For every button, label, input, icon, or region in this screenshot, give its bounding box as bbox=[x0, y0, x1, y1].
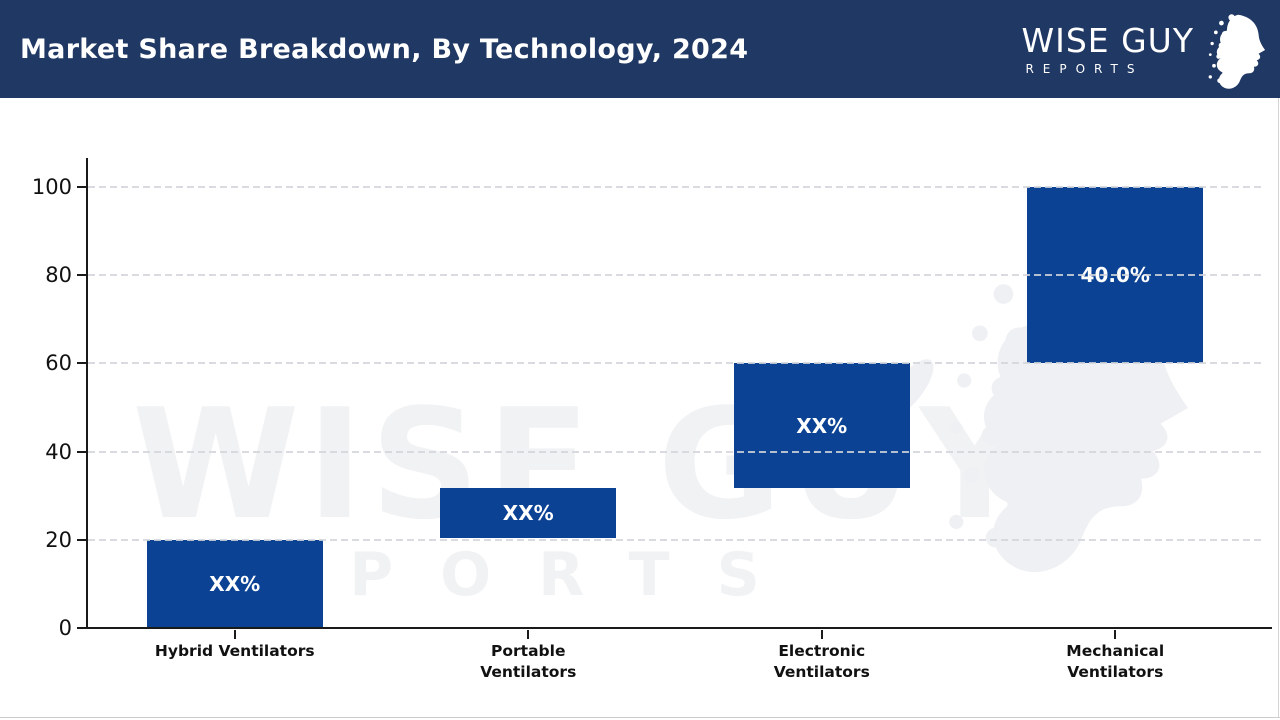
y-tick-label: 80 bbox=[45, 263, 72, 288]
x-category-label: Electronic Ventilators bbox=[773, 642, 870, 681]
header-bar: Market Share Breakdown, By Technology, 2… bbox=[0, 0, 1280, 98]
x-tick-mark bbox=[233, 630, 236, 639]
bar-value-label: XX% bbox=[502, 501, 554, 526]
gridline bbox=[88, 450, 1262, 453]
gridline bbox=[88, 362, 1262, 365]
bar-value-label: XX% bbox=[796, 413, 848, 438]
bar: XX% bbox=[146, 539, 323, 628]
plot-area: 0 20 40 60 80 100 XX% Hybrid Ventilators XX% Port… bbox=[32, 175, 1262, 681]
logo-reports-text: REPORTS bbox=[1025, 61, 1144, 76]
x-axis-spine bbox=[86, 627, 1272, 629]
x-tick-mark bbox=[1114, 630, 1117, 639]
page-right-border bbox=[1278, 98, 1279, 718]
y-tick-label: 60 bbox=[45, 351, 72, 376]
y-tick-label: 20 bbox=[45, 527, 72, 552]
gridline bbox=[88, 274, 1262, 277]
x-category-label: Hybrid Ventilators bbox=[154, 642, 315, 660]
y-tick-label: 0 bbox=[58, 616, 72, 640]
chart-title: Market Share Breakdown, By Technology, 2… bbox=[20, 33, 749, 65]
gridline bbox=[88, 186, 1262, 188]
y-tick-mark bbox=[77, 450, 86, 453]
x-tick-mark bbox=[820, 630, 823, 639]
x-category-label: Mechanical Ventilators bbox=[1066, 642, 1165, 681]
logo-wiseguy-text: WISE GUY bbox=[1021, 21, 1194, 61]
x-category-label: Portable Ventilators bbox=[480, 642, 577, 681]
y-tick-mark bbox=[77, 186, 86, 188]
y-tick-mark bbox=[77, 274, 86, 277]
y-tick-mark bbox=[77, 627, 86, 629]
x-tick-mark bbox=[527, 630, 530, 639]
gridline bbox=[88, 538, 1262, 541]
y-tick-label: 100 bbox=[31, 175, 72, 199]
y-tick-label: 40 bbox=[45, 439, 72, 464]
bar: XX% bbox=[733, 363, 910, 489]
bar: XX% bbox=[440, 488, 617, 539]
wiseguy-logo: WISE GUY REPORTS bbox=[1021, 8, 1266, 92]
logo-wordmark: WISE GUY REPORTS bbox=[1021, 24, 1194, 76]
y-tick-mark bbox=[77, 362, 86, 365]
page-bottom-border bbox=[0, 717, 1280, 718]
bar-value-label: XX% bbox=[209, 571, 261, 596]
y-tick-mark bbox=[77, 538, 86, 541]
y-axis-spine bbox=[86, 158, 88, 629]
logo-head-icon bbox=[1208, 14, 1266, 89]
